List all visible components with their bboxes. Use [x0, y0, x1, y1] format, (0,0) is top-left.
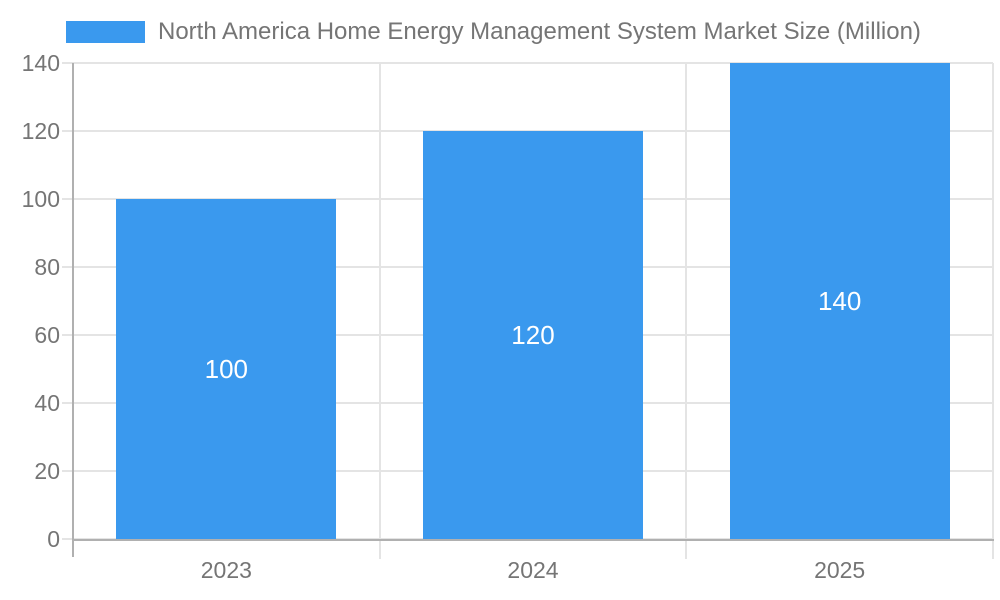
- legend[interactable]: North America Home Energy Management Sys…: [66, 20, 921, 44]
- x-tick-label: 2025: [814, 557, 866, 583]
- y-tick-label: 60: [34, 322, 60, 348]
- bar-value-label: 100: [204, 354, 249, 384]
- y-gridline: [62, 62, 993, 64]
- bar-2025[interactable]: [729, 63, 950, 539]
- x-tick: [378, 541, 381, 559]
- y-tick-label: 20: [34, 458, 60, 484]
- legend-label: North America Home Energy Management Sys…: [158, 18, 921, 45]
- y-tick-label: 40: [34, 390, 60, 416]
- x-gridline: [378, 63, 381, 539]
- legend-swatch-icon: [66, 21, 145, 43]
- x-axis-line: [72, 539, 994, 541]
- x-tick-label: 2023: [200, 557, 252, 583]
- y-tick-label: 140: [21, 50, 60, 76]
- x-tick: [992, 541, 994, 559]
- y-axis-line: [72, 63, 74, 557]
- bar-2024[interactable]: [423, 131, 643, 539]
- bar-2023[interactable]: [116, 199, 337, 539]
- y-tick-label: 0: [47, 526, 60, 552]
- x-gridline: [685, 63, 688, 539]
- bar-value-label: 140: [817, 286, 862, 316]
- y-tick-label: 100: [21, 186, 60, 212]
- x-gridline: [992, 63, 994, 539]
- y-tick-label: 80: [34, 254, 60, 280]
- x-tick: [685, 541, 688, 559]
- x-tick-label: 2024: [507, 557, 559, 583]
- bar-value-label: 120: [511, 320, 555, 350]
- y-tick-label: 120: [21, 118, 60, 144]
